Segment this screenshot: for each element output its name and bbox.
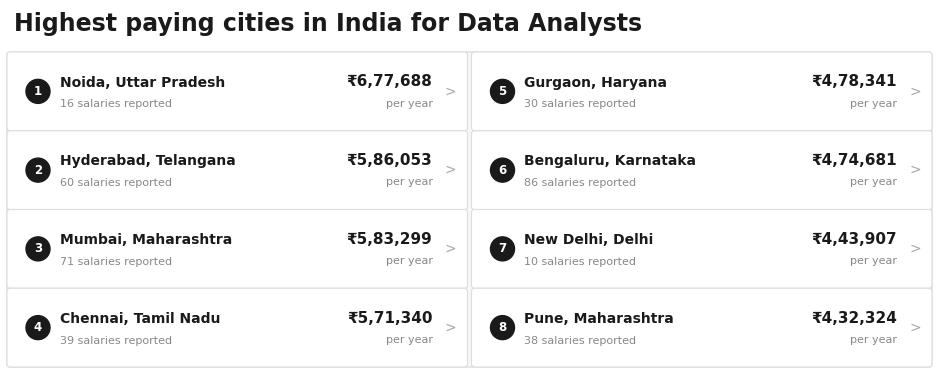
Text: 3: 3 (34, 243, 42, 255)
Text: Chennai, Tamil Nadu: Chennai, Tamil Nadu (60, 312, 221, 326)
Text: >: > (909, 242, 921, 256)
Text: per year: per year (850, 256, 897, 266)
Text: 4: 4 (34, 321, 42, 334)
FancyBboxPatch shape (7, 209, 468, 288)
Text: 38 salaries reported: 38 salaries reported (525, 336, 637, 346)
Text: 10 salaries reported: 10 salaries reported (525, 257, 637, 267)
Text: ₹4,32,324: ₹4,32,324 (811, 311, 897, 326)
Circle shape (26, 237, 50, 261)
Text: New Delhi, Delhi: New Delhi, Delhi (525, 233, 654, 247)
Text: >: > (445, 163, 456, 177)
FancyBboxPatch shape (471, 52, 932, 131)
Text: Mumbai, Maharashtra: Mumbai, Maharashtra (60, 233, 232, 247)
Text: 7: 7 (499, 243, 506, 255)
Text: 5: 5 (499, 85, 507, 98)
Circle shape (26, 79, 50, 103)
Text: ₹5,86,053: ₹5,86,053 (346, 153, 433, 168)
Text: Pune, Maharashtra: Pune, Maharashtra (525, 312, 674, 326)
Circle shape (490, 79, 515, 103)
Text: 30 salaries reported: 30 salaries reported (525, 99, 637, 109)
Circle shape (490, 237, 515, 261)
FancyBboxPatch shape (7, 131, 468, 209)
FancyBboxPatch shape (471, 131, 932, 209)
Circle shape (26, 158, 50, 182)
Text: ₹5,83,299: ₹5,83,299 (346, 232, 433, 247)
FancyBboxPatch shape (7, 288, 468, 367)
Text: Hyderabad, Telangana: Hyderabad, Telangana (60, 154, 236, 169)
Text: per year: per year (850, 177, 897, 187)
Text: per year: per year (386, 335, 433, 345)
Text: 16 salaries reported: 16 salaries reported (60, 99, 172, 109)
Text: >: > (909, 163, 921, 177)
FancyBboxPatch shape (471, 209, 932, 288)
FancyBboxPatch shape (471, 288, 932, 367)
Text: >: > (909, 321, 921, 335)
Circle shape (490, 315, 515, 340)
Text: per year: per year (850, 335, 897, 345)
Text: 6: 6 (499, 164, 507, 177)
Text: 39 salaries reported: 39 salaries reported (60, 336, 172, 346)
Text: 8: 8 (499, 321, 507, 334)
Text: Highest paying cities in India for Data Analysts: Highest paying cities in India for Data … (14, 12, 642, 36)
Text: >: > (445, 321, 456, 335)
Circle shape (490, 158, 515, 182)
Text: ₹4,74,681: ₹4,74,681 (811, 153, 897, 168)
Text: 2: 2 (34, 164, 42, 177)
Text: Bengaluru, Karnataka: Bengaluru, Karnataka (525, 154, 697, 169)
Text: >: > (445, 84, 456, 98)
Text: per year: per year (386, 177, 433, 187)
Text: >: > (909, 84, 921, 98)
Text: ₹5,71,340: ₹5,71,340 (347, 311, 433, 326)
FancyBboxPatch shape (7, 52, 468, 131)
FancyBboxPatch shape (7, 52, 932, 367)
Text: Gurgaon, Haryana: Gurgaon, Haryana (525, 76, 668, 90)
Text: ₹4,78,341: ₹4,78,341 (811, 74, 897, 89)
Text: ₹4,43,907: ₹4,43,907 (811, 232, 897, 247)
Text: 60 salaries reported: 60 salaries reported (60, 178, 172, 188)
Text: per year: per year (386, 256, 433, 266)
Text: ₹6,77,688: ₹6,77,688 (346, 74, 433, 89)
Text: per year: per year (850, 99, 897, 109)
Text: Noida, Uttar Pradesh: Noida, Uttar Pradesh (60, 76, 225, 90)
Circle shape (26, 315, 50, 340)
Text: 1: 1 (34, 85, 42, 98)
Text: 86 salaries reported: 86 salaries reported (525, 178, 637, 188)
Text: >: > (445, 242, 456, 256)
Text: 71 salaries reported: 71 salaries reported (60, 257, 172, 267)
Text: per year: per year (386, 99, 433, 109)
